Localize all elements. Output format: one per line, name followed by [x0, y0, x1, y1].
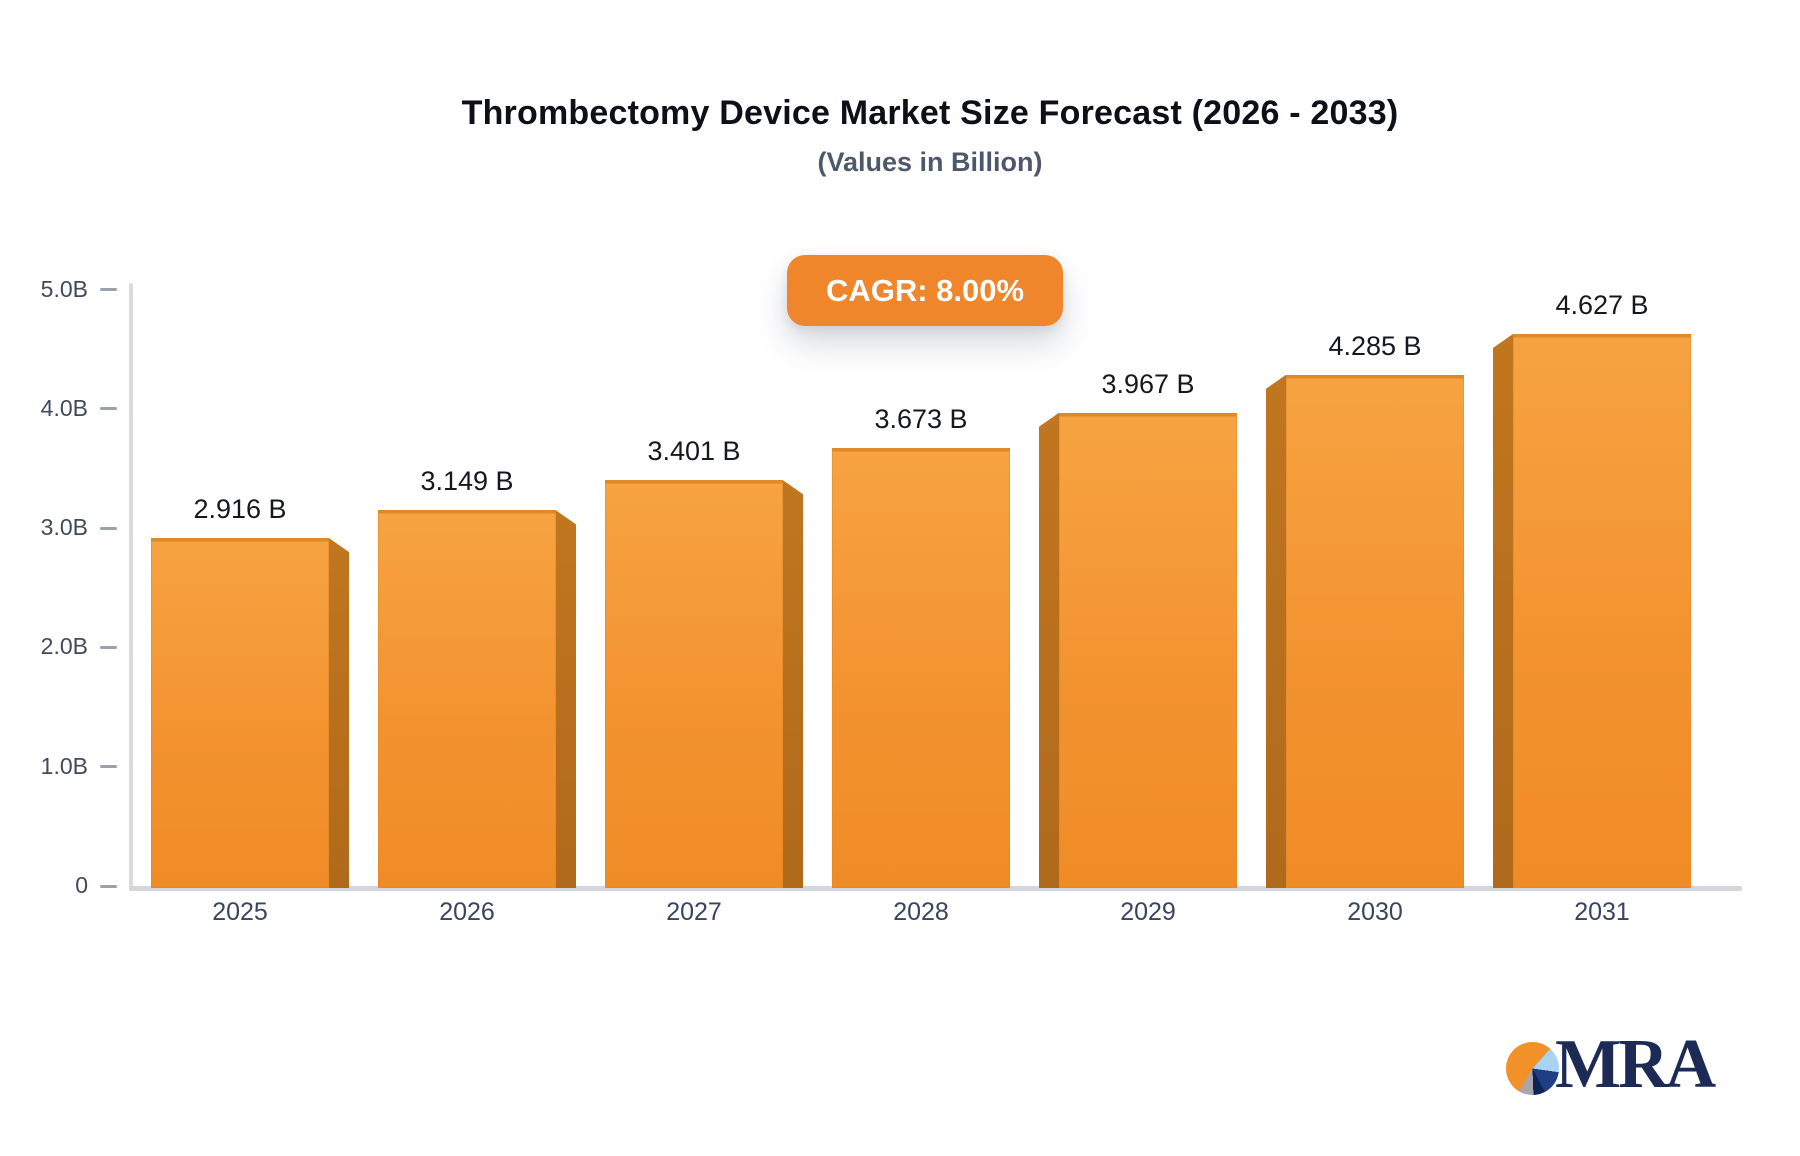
bar: [151, 538, 329, 888]
x-axis-category-label: 2030: [1347, 898, 1403, 926]
pie-chart-icon: [1506, 1041, 1559, 1095]
bar-side-face: [1493, 333, 1513, 888]
bar-side-face: [1039, 412, 1059, 888]
chart-subtitle: (Values in Billion): [817, 147, 1043, 177]
y-axis-tick-label: 5.0B: [40, 275, 88, 302]
bar-value-label: 3.149 B: [420, 466, 514, 497]
brand-wordmark: MRA: [1555, 1026, 1716, 1103]
bar-value-label: 3.401 B: [647, 436, 741, 467]
y-axis-tick: [100, 407, 117, 411]
bar: [1286, 374, 1464, 888]
bar: [378, 510, 556, 888]
y-axis-tick-label: 3.0B: [40, 514, 88, 541]
brand-logo: MRA: [1506, 1026, 1716, 1103]
cagr-badge-label: CAGR: 8.00%: [825, 272, 1025, 308]
bar-side-face: [783, 480, 803, 888]
y-axis-line: [129, 283, 133, 891]
bar-side-face: [556, 510, 576, 888]
bar-value-label: 2.916 B: [193, 494, 287, 525]
bar: [605, 480, 783, 888]
x-axis-category-label: 2031: [1574, 898, 1630, 926]
bar-side-face: [329, 538, 349, 888]
y-axis-tick: [100, 765, 117, 769]
x-axis-category-label: 2026: [439, 898, 495, 926]
y-axis-tick: [100, 526, 117, 530]
chart-title: Thrombectomy Device Market Size Forecast…: [461, 94, 1399, 132]
bar-value-label: 3.673 B: [874, 403, 968, 434]
chart-header: Thrombectomy Device Market Size Forecast…: [60, 94, 1800, 178]
cagr-badge: CAGR: 8.00%: [787, 255, 1063, 326]
bar-value-label: 4.627 B: [1555, 289, 1649, 320]
bar-side-face: [1266, 374, 1286, 888]
y-axis-tick-label: 1.0B: [40, 752, 88, 779]
x-axis-category-label: 2025: [212, 898, 268, 926]
y-axis-tick: [100, 288, 117, 291]
x-axis-baseline: [130, 886, 1742, 891]
bar: [1513, 333, 1691, 888]
y-axis-tick: [100, 884, 117, 888]
bar: [832, 447, 1010, 888]
y-axis-tick-label: 2.0B: [40, 633, 88, 660]
y-axis-tick: [100, 645, 117, 649]
bar-value-label: 4.285 B: [1328, 330, 1422, 361]
y-axis-tick-label: 4.0B: [40, 394, 88, 421]
y-axis-tick-label: 0: [75, 872, 88, 898]
x-axis-category-label: 2028: [893, 898, 949, 926]
bar-value-label: 3.967 B: [1101, 368, 1195, 399]
bar: [1059, 412, 1237, 888]
x-axis-category-label: 2029: [1120, 898, 1176, 926]
x-axis-category-label: 2027: [666, 898, 722, 926]
